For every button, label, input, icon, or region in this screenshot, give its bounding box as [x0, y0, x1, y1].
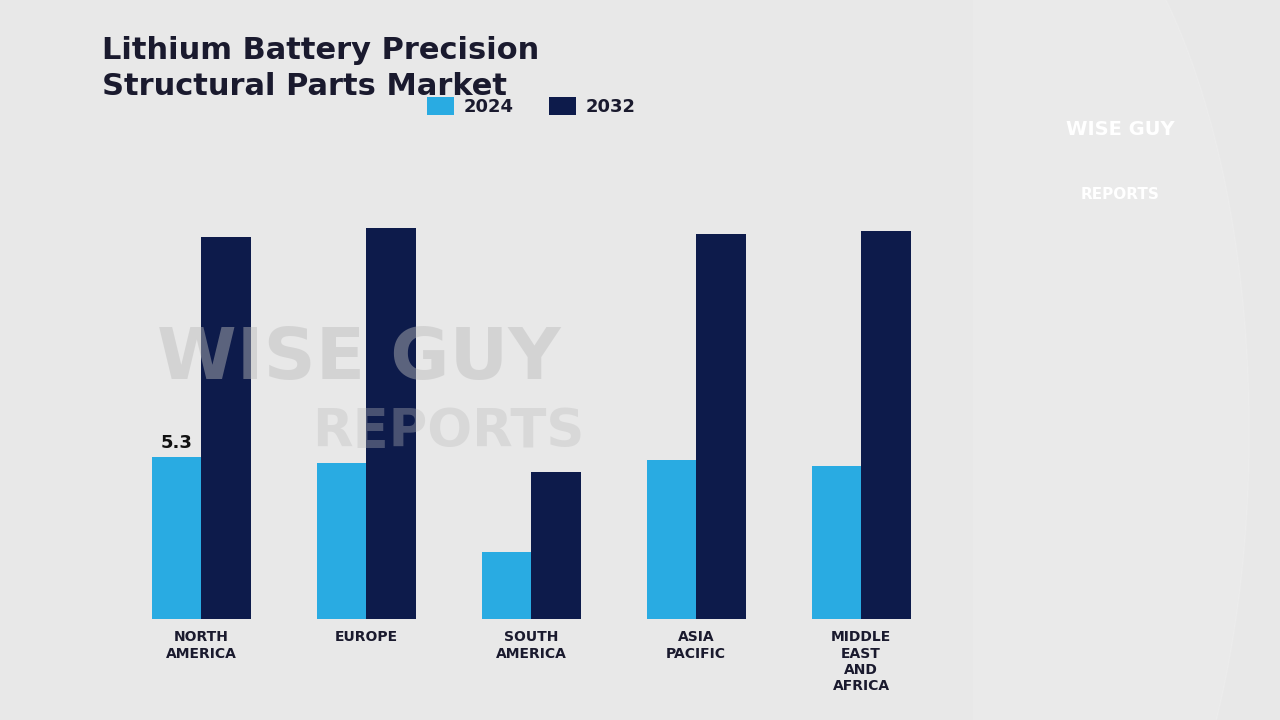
- Bar: [696, 233, 746, 619]
- Bar: [201, 237, 251, 619]
- Text: WISE GUY: WISE GUY: [1066, 120, 1175, 139]
- Text: 5.3: 5.3: [161, 434, 192, 452]
- Text: Lithium Battery Precision
Structural Parts Market: Lithium Battery Precision Structural Par…: [102, 36, 540, 101]
- Bar: [812, 467, 861, 619]
- Bar: [531, 472, 581, 619]
- Bar: [152, 457, 201, 619]
- Text: REPORTS: REPORTS: [312, 406, 584, 458]
- Bar: [317, 463, 366, 619]
- Bar: [366, 228, 416, 619]
- Bar: [861, 230, 910, 619]
- Circle shape: [758, 0, 1249, 720]
- Text: WISE GUY: WISE GUY: [156, 325, 561, 395]
- Bar: [481, 552, 531, 619]
- Bar: [646, 460, 696, 619]
- Legend: 2024, 2032: 2024, 2032: [420, 90, 643, 123]
- Text: REPORTS: REPORTS: [1080, 187, 1160, 202]
